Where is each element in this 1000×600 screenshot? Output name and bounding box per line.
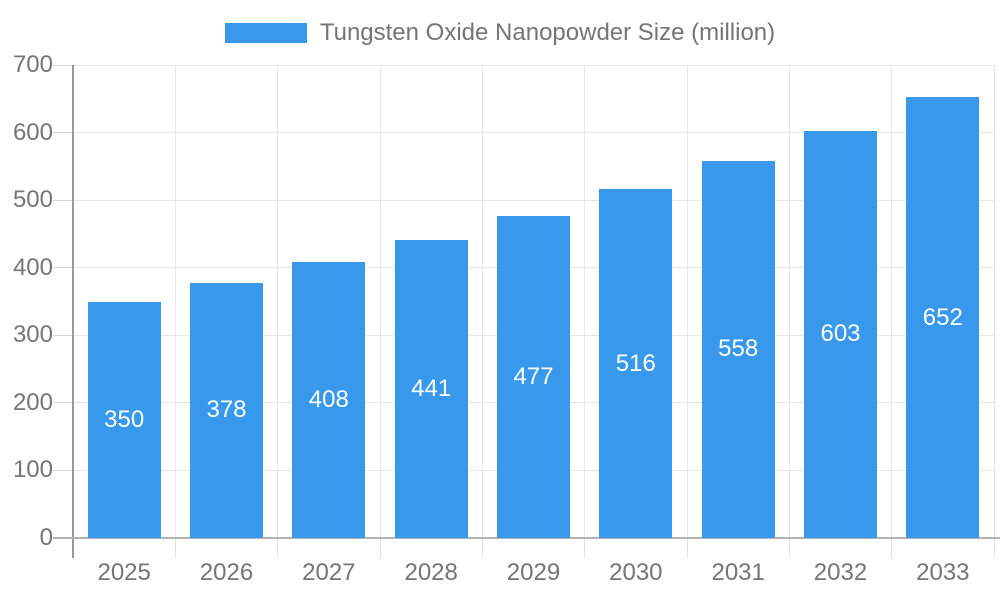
x-tick-mark bbox=[174, 538, 176, 558]
x-axis-label-2029: 2029 bbox=[506, 559, 561, 586]
y-tick-mark bbox=[53, 402, 73, 404]
x-tick-mark bbox=[481, 538, 483, 558]
legend-swatch bbox=[224, 23, 307, 43]
x-axis-label-2026: 2026 bbox=[199, 559, 254, 586]
bar-2029[interactable]: 477 bbox=[497, 215, 570, 538]
y-axis-label: 400 bbox=[12, 253, 53, 281]
bar-value-label: 350 bbox=[104, 405, 145, 433]
x-tick-mark bbox=[686, 538, 688, 558]
gridline-vertical bbox=[584, 65, 586, 538]
bar-2033[interactable]: 652 bbox=[906, 97, 980, 538]
x-axis-label-2030: 2030 bbox=[609, 559, 663, 586]
gridline-horizontal bbox=[73, 132, 994, 134]
x-axis-label-2027: 2027 bbox=[302, 559, 356, 586]
bar-value-label: 408 bbox=[308, 386, 349, 414]
gridline-vertical bbox=[686, 65, 688, 538]
bar-2025[interactable]: 350 bbox=[87, 301, 161, 538]
bar-2026[interactable]: 378 bbox=[190, 282, 263, 538]
gridline-vertical bbox=[481, 65, 483, 538]
y-tick-mark bbox=[53, 469, 73, 471]
y-tick-mark bbox=[53, 199, 73, 201]
gridline-vertical bbox=[788, 65, 790, 538]
y-tick-mark bbox=[53, 132, 73, 134]
gridline-horizontal bbox=[73, 64, 994, 66]
x-tick-mark bbox=[277, 538, 279, 558]
bar-value-label: 441 bbox=[411, 374, 452, 402]
x-tick-mark bbox=[584, 538, 586, 558]
bar-2030[interactable]: 516 bbox=[599, 189, 673, 538]
x-axis-label-2031: 2031 bbox=[711, 559, 765, 586]
y-axis-label: 500 bbox=[12, 186, 53, 214]
y-tick-mark bbox=[53, 267, 73, 269]
y-axis-label: 200 bbox=[12, 388, 53, 416]
y-axis-label: 100 bbox=[12, 456, 53, 484]
y-tick-mark bbox=[53, 64, 73, 66]
legend-label: Tungsten Oxide Nanopowder Size (million) bbox=[319, 19, 776, 46]
bar-value-label: 603 bbox=[820, 320, 861, 348]
x-axis-label-2028: 2028 bbox=[404, 559, 458, 586]
y-axis-label: 0 bbox=[39, 524, 53, 551]
y-axis-label: 700 bbox=[12, 51, 53, 78]
bar-2027[interactable]: 408 bbox=[292, 262, 366, 538]
x-axis-label-2033: 2033 bbox=[916, 559, 970, 586]
y-axis-label: 600 bbox=[12, 118, 53, 146]
legend-item[interactable]: Tungsten Oxide Nanopowder Size (million) bbox=[0, 13, 1000, 53]
gridline-vertical bbox=[993, 65, 995, 538]
x-tick-mark bbox=[993, 538, 995, 558]
bar-2032[interactable]: 603 bbox=[804, 130, 877, 538]
y-axis-line bbox=[72, 65, 74, 558]
y-axis-label: 300 bbox=[12, 321, 53, 349]
bar-value-label: 558 bbox=[718, 335, 759, 363]
bar-2031[interactable]: 558 bbox=[701, 160, 775, 538]
bar-value-label: 516 bbox=[615, 349, 656, 377]
x-tick-mark bbox=[788, 538, 790, 558]
bar-value-label: 378 bbox=[206, 396, 247, 424]
bar-value-label: 652 bbox=[922, 303, 963, 331]
gridline-horizontal bbox=[73, 199, 994, 201]
x-axis-line bbox=[53, 537, 1000, 539]
gridline-vertical bbox=[277, 65, 279, 538]
gridline-vertical bbox=[174, 65, 176, 538]
gridline-vertical bbox=[891, 65, 893, 538]
x-tick-mark bbox=[379, 538, 381, 558]
gridline-vertical bbox=[379, 65, 381, 538]
x-axis-label-2025: 2025 bbox=[97, 559, 151, 586]
y-tick-mark bbox=[53, 334, 73, 336]
bar-value-label: 477 bbox=[513, 362, 554, 390]
x-tick-mark bbox=[891, 538, 893, 558]
bar-2028[interactable]: 441 bbox=[394, 240, 468, 538]
x-axis-label-2032: 2032 bbox=[813, 559, 868, 586]
